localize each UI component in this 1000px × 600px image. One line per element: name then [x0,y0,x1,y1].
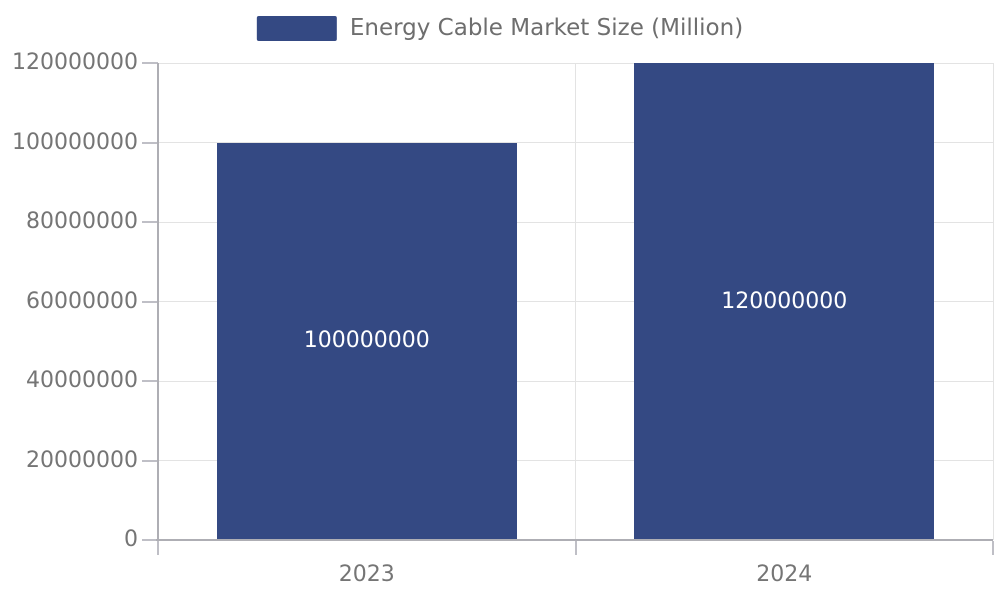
x-tick-label: 2023 [338,562,395,587]
y-tick-label: 40000000 [26,368,138,393]
gridline-vertical [575,63,576,540]
y-axis-tick [142,62,158,64]
y-axis-tick [142,141,158,144]
y-tick-label: 80000000 [26,209,138,234]
bar-value-label: 100000000 [303,328,430,354]
x-axis-tick [574,541,577,555]
bar-value-label: 120000000 [721,288,848,314]
y-axis-tick [142,300,158,303]
legend-label: Energy Cable Market Size (Million) [349,15,744,41]
y-axis-tick [142,380,158,382]
y-tick-label: 100000000 [12,129,138,155]
y-tick-label: 20000000 [26,447,138,473]
y-tick-label: 120000000 [12,50,138,75]
bar-2023[interactable] [216,142,517,540]
x-axis-tick [157,541,159,555]
y-tick-label: 0 [124,527,138,552]
y-axis-tick [142,539,158,541]
bar-2024[interactable] [634,63,935,540]
y-axis-tick [142,221,158,223]
legend-item-energy-cable[interactable]: Energy Cable Market Size (Million) [256,15,744,41]
gridline-vertical [992,63,994,540]
x-axis-line [156,539,993,541]
y-tick-label: 60000000 [26,288,138,314]
y-axis-line [157,63,159,540]
x-tick-label: 2024 [756,562,813,587]
x-axis-tick [992,541,994,555]
y-axis-tick [142,459,158,462]
legend-swatch-icon [256,15,337,41]
